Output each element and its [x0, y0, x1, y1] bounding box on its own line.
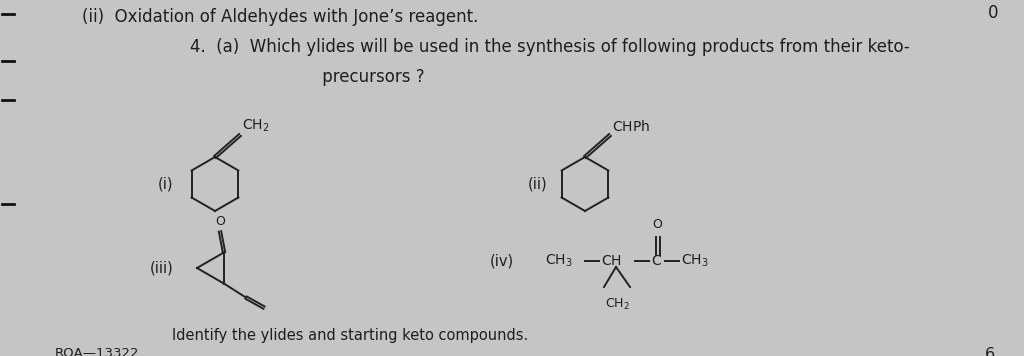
Text: $\mathrm{CH_2}$: $\mathrm{CH_2}$ — [604, 297, 630, 312]
Text: (i): (i) — [158, 177, 173, 192]
Text: $\mathrm{CH_2}$: $\mathrm{CH_2}$ — [242, 117, 269, 134]
Text: Identify the ylides and starting keto compounds.: Identify the ylides and starting keto co… — [172, 328, 528, 343]
Text: 6: 6 — [985, 347, 995, 356]
Text: $\mathrm{C}$: $\mathrm{C}$ — [651, 254, 662, 268]
Text: RQA—13322: RQA—13322 — [55, 347, 139, 356]
Text: (ii): (ii) — [528, 177, 548, 192]
Text: O: O — [215, 215, 225, 229]
Text: (iii): (iii) — [150, 261, 174, 276]
Text: O: O — [652, 218, 663, 231]
Text: $\mathrm{CHPh}$: $\mathrm{CHPh}$ — [612, 119, 650, 134]
Text: (iv): (iv) — [490, 253, 514, 268]
Text: (ii)  Oxidation of Aldehydes with Jone’s reagent.: (ii) Oxidation of Aldehydes with Jone’s … — [82, 8, 478, 26]
Text: 0: 0 — [987, 4, 998, 22]
Text: $\mathrm{CH_3}$: $\mathrm{CH_3}$ — [681, 253, 709, 269]
Text: $\mathrm{CH_3}$: $\mathrm{CH_3}$ — [545, 253, 572, 269]
Text: 4.  (a)  Which ylides will be used in the synthesis of following products from t: 4. (a) Which ylides will be used in the … — [190, 38, 910, 56]
Text: $\mathrm{CH}$: $\mathrm{CH}$ — [601, 254, 622, 268]
Text: precursors ?: precursors ? — [275, 68, 425, 86]
